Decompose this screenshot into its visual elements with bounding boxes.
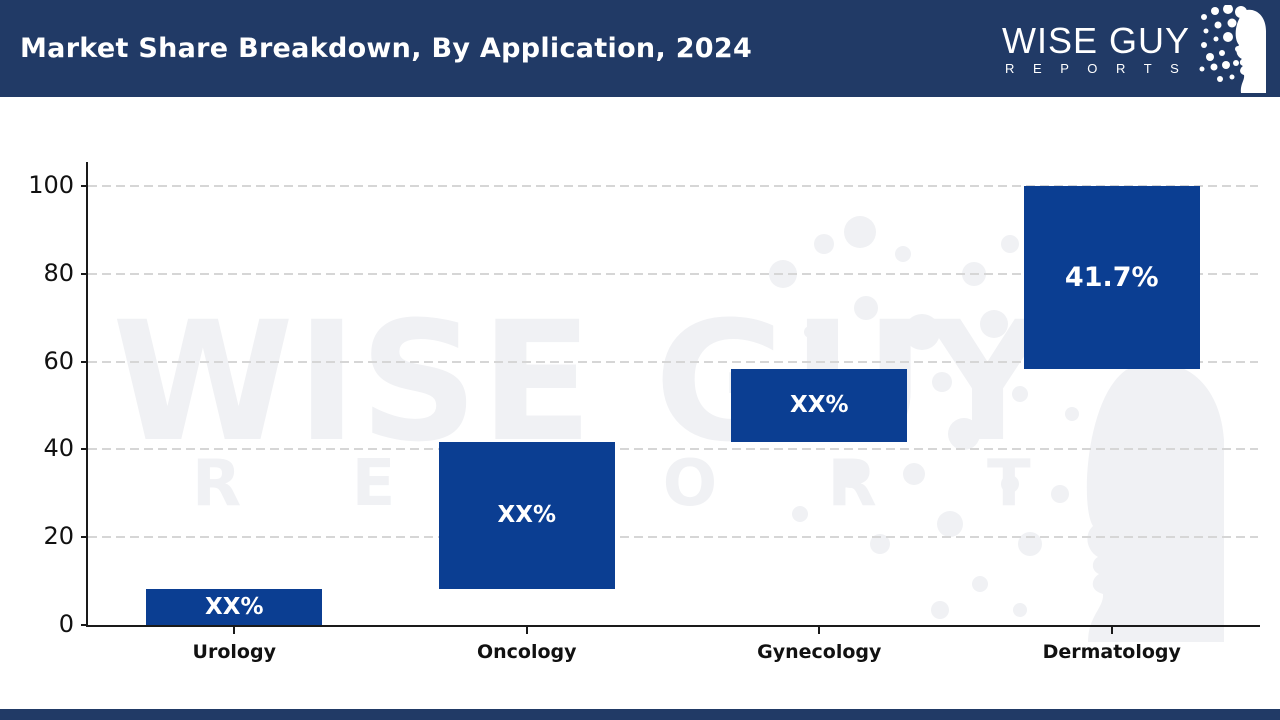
logo-head-icon [1199, 4, 1266, 93]
y-tick-label-60: 60 [43, 346, 74, 375]
y-tick-label-80: 80 [43, 258, 74, 287]
bar-dermatology: 41.7% [1023, 186, 1200, 370]
x-category-label-gynecology: Gynecology [757, 641, 882, 663]
y-tick-60 [81, 360, 88, 363]
x-category-label-oncology: Oncology [476, 641, 577, 663]
gridline-y-60 [88, 360, 1258, 363]
y-tick-20 [81, 536, 88, 539]
y-tick-label-100: 100 [28, 171, 74, 199]
wise-guy-logo: WISE GUY R E P O R T S [1002, 0, 1268, 97]
y-tick-100 [81, 185, 88, 187]
logo-wordmark: WISE GUY [1001, 19, 1190, 61]
bar-value-label-gynecology: XX% [789, 392, 849, 419]
x-tick-urology [233, 627, 236, 634]
x-tick-oncology [525, 627, 528, 634]
y-tick-label-20: 20 [43, 522, 74, 551]
header-bar: Market Share Breakdown, By Application, … [0, 0, 1280, 97]
y-tick-0 [81, 624, 88, 626]
bar-oncology: XX% [438, 441, 615, 589]
x-tick-gynecology [818, 627, 821, 634]
y-axis-line [86, 162, 88, 627]
gridline-y-40 [88, 448, 1258, 451]
x-tick-dermatology [1110, 627, 1113, 634]
footer-bar [0, 709, 1280, 720]
bar-value-label-dermatology: 41.7% [1064, 262, 1159, 294]
bar-urology: XX% [146, 588, 323, 625]
bar-gynecology: XX% [731, 369, 908, 442]
logo-text: WISE GUY R E P O R T S [1001, 19, 1190, 76]
watermark-subtext: R E P O R T S [192, 447, 1232, 521]
x-category-label-dermatology: Dermatology [1042, 641, 1181, 663]
x-category-label-urology: Urology [192, 641, 276, 663]
y-tick-40 [81, 448, 88, 451]
gridline-y-20 [88, 536, 1258, 539]
gridline-y-80 [88, 272, 1258, 275]
bar-value-label-urology: XX% [204, 593, 264, 620]
logo-subtext: R E P O R T S [1004, 60, 1187, 76]
y-tick-label-40: 40 [43, 434, 74, 463]
x-axis-line [86, 625, 1260, 627]
y-tick-80 [81, 272, 88, 275]
y-tick-label-0: 0 [58, 610, 74, 638]
bar-value-label-oncology: XX% [497, 502, 556, 529]
chart-title: Market Share Breakdown, By Application, … [20, 33, 753, 64]
gridline-y-100 [88, 185, 1258, 187]
